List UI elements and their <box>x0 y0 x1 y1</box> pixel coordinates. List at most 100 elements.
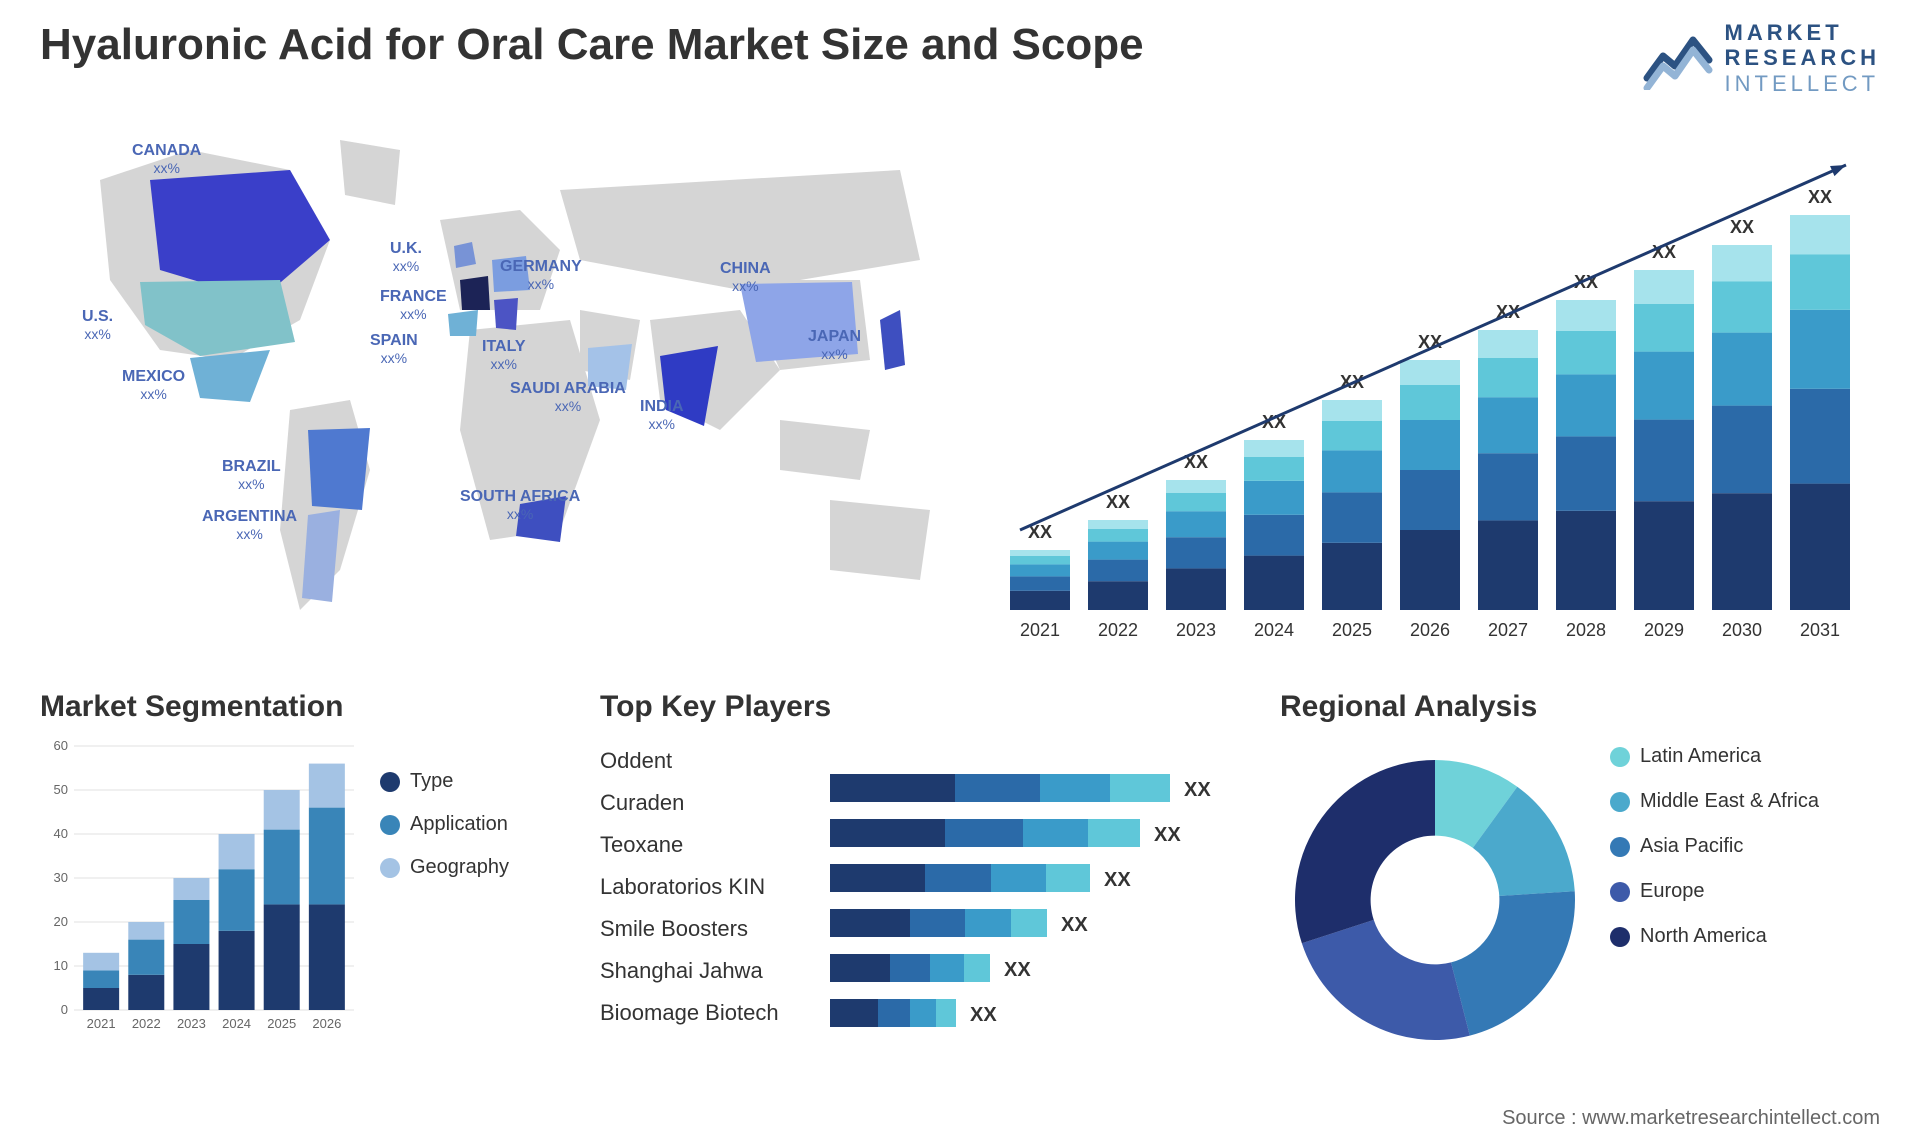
svg-text:2024: 2024 <box>222 1016 251 1031</box>
header: Hyaluronic Acid for Oral Care Market Siz… <box>40 20 1880 100</box>
regional-legend: Latin America Middle East & Africa Asia Pa… <box>1610 745 1819 948</box>
country-label: GERMANYxx% <box>500 258 582 293</box>
players-names-column: Oddent Curaden Teoxane Laboratorios KIN Smil… <box>600 748 820 1026</box>
player-name: Laboratorios KIN <box>600 874 820 900</box>
segmentation-legend: Type Application Geography <box>380 770 509 879</box>
player-name: Teoxane <box>600 832 820 858</box>
legend-dot-icon <box>380 772 400 792</box>
svg-text:2024: 2024 <box>1254 620 1294 640</box>
country-label: CHINAxx% <box>720 260 771 295</box>
svg-text:XX: XX <box>1730 217 1754 237</box>
svg-text:2021: 2021 <box>1020 620 1060 640</box>
legend-label: Europe <box>1640 880 1705 903</box>
svg-text:2022: 2022 <box>1098 620 1138 640</box>
svg-text:40: 40 <box>54 826 68 841</box>
svg-text:20: 20 <box>54 914 68 929</box>
legend-item: Geography <box>380 856 509 879</box>
legend-item: Application <box>380 813 509 836</box>
legend-label: Asia Pacific <box>1640 835 1743 858</box>
svg-text:XX: XX <box>1106 492 1130 512</box>
legend-dot-icon <box>1610 747 1630 767</box>
country-label: ARGENTINAxx% <box>202 508 297 543</box>
legend-label: Middle East & Africa <box>1640 790 1819 813</box>
logo-text: MARKET RESEARCH INTELLECT <box>1725 20 1880 96</box>
legend-item: Type <box>380 770 509 793</box>
svg-text:2030: 2030 <box>1722 620 1762 640</box>
svg-text:0: 0 <box>61 1002 68 1017</box>
regional-panel: Regional Analysis Latin America Middle Ea… <box>1280 690 1880 1070</box>
svg-text:60: 60 <box>54 738 68 753</box>
logo-line3: INTELLECT <box>1725 71 1880 96</box>
logo-icon <box>1643 26 1713 90</box>
player-name: Oddent <box>600 748 820 774</box>
legend-label: Latin America <box>1640 745 1761 768</box>
svg-text:2031: 2031 <box>1800 620 1840 640</box>
legend-item: Middle East & Africa <box>1610 790 1819 813</box>
world-map-panel: CANADAxx% U.S.xx% MEXICOxx% BRAZILxx% ARGENT… <box>40 110 960 640</box>
legend-item: Latin America <box>1610 745 1819 768</box>
country-label: U.S.xx% <box>82 308 113 343</box>
players-chart-svg: XX XX XX XX XX XX <box>830 762 1230 1062</box>
regional-donut-svg <box>1280 745 1590 1055</box>
legend-label: Application <box>410 813 508 836</box>
segmentation-panel: Market Segmentation 0 10 20 30 40 50 60 2021 202… <box>40 690 540 1070</box>
legend-dot-icon <box>1610 792 1630 812</box>
players-title: Top Key Players <box>600 690 1240 724</box>
country-label: JAPANxx% <box>808 328 861 363</box>
legend-item: North America <box>1610 925 1819 948</box>
svg-text:2025: 2025 <box>267 1016 296 1031</box>
segmentation-title: Market Segmentation <box>40 690 540 724</box>
player-name: Smile Boosters <box>600 916 820 942</box>
svg-text:XX: XX <box>1061 914 1088 936</box>
legend-item: Europe <box>1610 880 1819 903</box>
country-label: SOUTH AFRICAxx% <box>460 488 580 523</box>
regional-donut-wrap <box>1280 745 1590 1055</box>
legend-dot-icon <box>1610 837 1630 857</box>
country-label: ITALYxx% <box>482 338 526 373</box>
player-name: Shanghai Jahwa <box>600 958 820 984</box>
player-name: Bioomage Biotech <box>600 1000 820 1026</box>
svg-text:XX: XX <box>1154 824 1181 846</box>
svg-text:XX: XX <box>1808 187 1832 207</box>
brand-logo: MARKET RESEARCH INTELLECT <box>1643 20 1880 96</box>
page-title: Hyaluronic Acid for Oral Care Market Siz… <box>40 20 1144 70</box>
svg-text:2027: 2027 <box>1488 620 1528 640</box>
svg-text:50: 50 <box>54 782 68 797</box>
legend-label: North America <box>1640 925 1767 948</box>
country-label: SAUDI ARABIAxx% <box>510 380 626 415</box>
legend-item: Asia Pacific <box>1610 835 1819 858</box>
svg-text:2026: 2026 <box>312 1016 341 1031</box>
svg-text:2022: 2022 <box>132 1016 161 1031</box>
country-label: U.K.xx% <box>390 240 422 275</box>
player-name: Curaden <box>600 790 820 816</box>
svg-text:2028: 2028 <box>1566 620 1606 640</box>
svg-text:XX: XX <box>970 1004 997 1026</box>
players-panel: Top Key Players Oddent Curaden Teoxane Labo… <box>600 690 1240 1070</box>
legend-dot-icon <box>380 815 400 835</box>
players-chart-column: XX XX XX XX XX XX <box>830 762 1230 1062</box>
svg-text:XX: XX <box>1104 869 1131 891</box>
logo-line1: MARKET <box>1725 20 1880 45</box>
svg-text:XX: XX <box>1184 779 1211 801</box>
country-label: SPAINxx% <box>370 332 418 367</box>
growth-chart-panel: XX2021XX2022XX2023XX2024XX2025XX2026XX20… <box>1000 110 1880 640</box>
svg-text:2021: 2021 <box>87 1016 116 1031</box>
svg-text:2023: 2023 <box>1176 620 1216 640</box>
legend-dot-icon <box>380 858 400 878</box>
svg-text:10: 10 <box>54 958 68 973</box>
svg-text:2026: 2026 <box>1410 620 1450 640</box>
logo-line2: RESEARCH <box>1725 45 1880 70</box>
country-label: FRANCExx% <box>380 288 447 323</box>
country-label: BRAZILxx% <box>222 458 281 493</box>
svg-text:30: 30 <box>54 870 68 885</box>
source-citation: Source : www.marketresearchintellect.com <box>1502 1107 1880 1130</box>
svg-text:2023: 2023 <box>177 1016 206 1031</box>
legend-dot-icon <box>1610 882 1630 902</box>
regional-title: Regional Analysis <box>1280 690 1880 724</box>
legend-label: Geography <box>410 856 509 879</box>
country-label: CANADAxx% <box>132 142 201 177</box>
svg-text:2025: 2025 <box>1332 620 1372 640</box>
svg-text:XX: XX <box>1004 959 1031 981</box>
legend-label: Type <box>410 770 453 793</box>
country-label: MEXICOxx% <box>122 368 185 403</box>
